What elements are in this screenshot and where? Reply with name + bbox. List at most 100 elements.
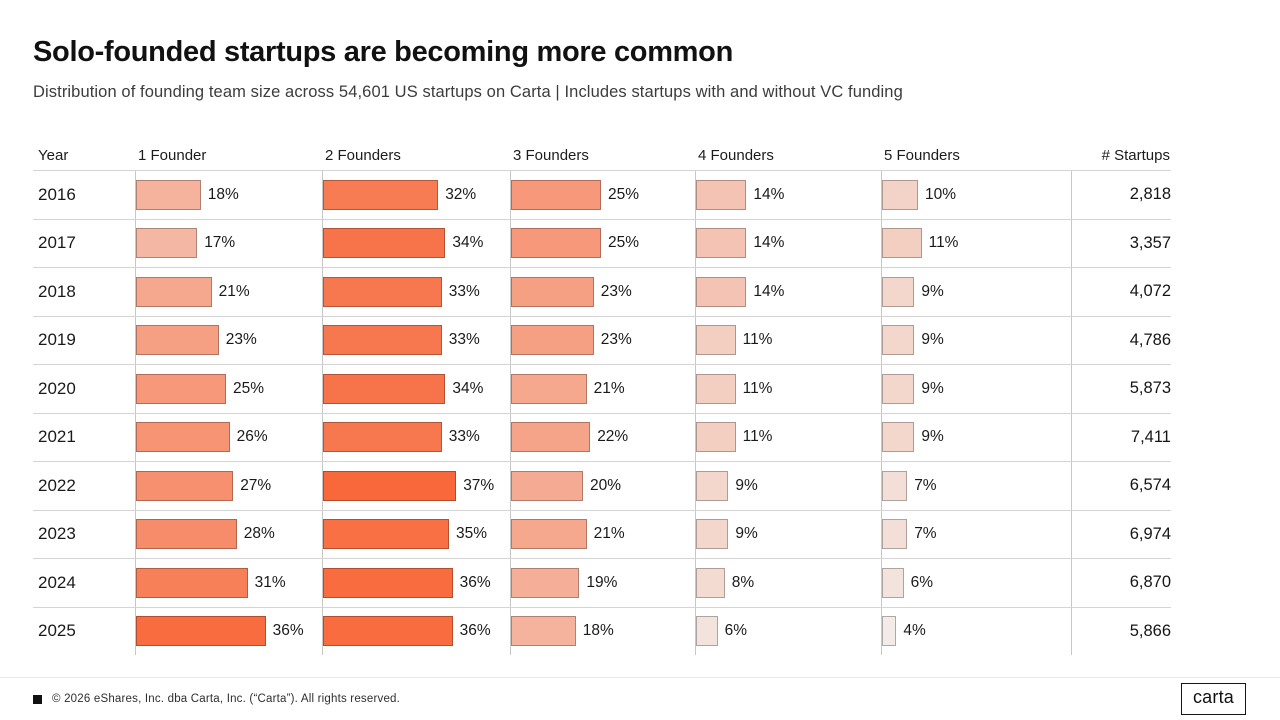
bar-value-label: 7% (914, 476, 937, 494)
percentage-bar (323, 228, 446, 259)
bar-value-label: 34% (452, 234, 484, 252)
bar-value-label: 36% (459, 573, 491, 591)
bar-value-label: 23% (225, 331, 257, 349)
bar-value-label: 23% (600, 331, 632, 349)
percentage-bar (511, 325, 594, 356)
startup-count: 3,357 (1071, 219, 1171, 267)
percentage-bar (136, 325, 219, 356)
percentage-bar (136, 616, 266, 647)
bar-cell-5-founders: 9% (881, 413, 1071, 461)
bar-value-label: 33% (448, 282, 480, 300)
bar-cell-3-founders: 20% (510, 462, 695, 510)
bar-value-label: 11% (928, 234, 959, 252)
percentage-bar (696, 422, 736, 453)
table-row-2025: 2025 36% 36% 18% 6% 4% 5,866 (33, 606, 1171, 655)
bar-cell-3-founders: 25% (510, 219, 695, 267)
table-row-2023: 2023 28% 35% 21% 9% 7% 6,974 (33, 509, 1171, 558)
bar-value-label: 11% (742, 379, 773, 397)
bar-value-label: 35% (456, 525, 488, 543)
bar-cell-5-founders: 11% (881, 219, 1071, 267)
bar-cell-2-founders: 35% (322, 510, 510, 558)
year-label: 2022 (38, 475, 76, 495)
bar-value-label: 9% (735, 525, 758, 543)
bar-cell-4-founders: 14% (695, 219, 881, 267)
bar-value-label: 34% (452, 379, 484, 397)
bar-value-label: 18% (207, 185, 239, 203)
bar-cell-1-founder: 25% (135, 365, 322, 413)
bar-cell-2-founders: 33% (322, 413, 510, 461)
column-header-3-founders: 3 Founders (513, 146, 589, 164)
percentage-bar (882, 373, 915, 404)
bar-value-label: 23% (600, 282, 632, 300)
bar-cell-5-founders: 7% (881, 462, 1071, 510)
year-label: 2017 (38, 233, 76, 253)
bar-value-label: 4% (903, 622, 926, 640)
bar-cell-3-founders: 19% (510, 559, 695, 607)
bar-cell-4-founders: 6% (695, 607, 881, 655)
year-label: 2025 (38, 621, 76, 641)
percentage-bar (323, 616, 453, 647)
bar-cell-3-founders: 23% (510, 268, 695, 316)
bar-cell-1-founder: 17% (135, 219, 322, 267)
startup-count: 7,411 (1071, 413, 1171, 461)
column-header-2-founders: 2 Founders (325, 146, 401, 164)
percentage-bar (323, 373, 446, 404)
percentage-bar (511, 422, 591, 453)
bar-cell-3-founders: 25% (510, 171, 695, 219)
bar-value-label: 36% (272, 622, 304, 640)
bar-value-label: 7% (914, 525, 937, 543)
percentage-bar (511, 616, 576, 647)
percentage-bar (136, 519, 237, 550)
percentage-bar (323, 519, 449, 550)
bar-value-label: 6% (724, 622, 747, 640)
percentage-bar (882, 179, 918, 210)
bar-value-label: 21% (593, 379, 625, 397)
percentage-bar (696, 519, 729, 550)
bar-cell-1-founder: 26% (135, 413, 322, 461)
bar-cell-5-founders: 10% (881, 171, 1071, 219)
percentage-bar (882, 276, 915, 307)
percentage-bar (136, 179, 201, 210)
bar-value-label: 14% (753, 282, 785, 300)
bar-value-label: 26% (236, 428, 268, 446)
percentage-bar (323, 276, 442, 307)
percentage-bar (696, 228, 747, 259)
startup-count: 5,866 (1071, 607, 1171, 655)
table-row-2019: 2019 23% 33% 23% 11% 9% 4,786 (33, 315, 1171, 364)
column-header-year: Year (38, 146, 69, 164)
bar-cell-1-founder: 27% (135, 462, 322, 510)
percentage-bar (882, 325, 915, 356)
year-label: 2021 (38, 427, 76, 447)
percentage-bar (136, 422, 230, 453)
bar-value-label: 9% (921, 428, 944, 446)
bar-value-label: 27% (240, 476, 272, 494)
table-header-row: Year 1 Founder 2 Founders 3 Founders 4 Found… (33, 140, 1171, 170)
bar-cell-4-founders: 8% (695, 559, 881, 607)
bar-cell-2-founders: 33% (322, 268, 510, 316)
bar-value-label: 14% (753, 234, 785, 252)
bar-value-label: 21% (218, 282, 250, 300)
column-header-4-founders: 4 Founders (698, 146, 774, 164)
bar-value-label: 32% (445, 185, 477, 203)
bar-cell-3-founders: 21% (510, 365, 695, 413)
table-row-2020: 2020 25% 34% 21% 11% 9% 5,873 (33, 364, 1171, 413)
bar-cell-5-founders: 6% (881, 559, 1071, 607)
bar-value-label: 28% (243, 525, 275, 543)
table-body: 2016 18% 32% 25% 14% 10% 2,818 2017 17% 34% 25% 14%… (33, 170, 1171, 655)
bar-cell-2-founders: 32% (322, 171, 510, 219)
bar-value-label: 19% (586, 573, 618, 591)
bar-value-label: 8% (731, 573, 755, 591)
year-label: 2023 (38, 524, 76, 544)
percentage-bar (136, 470, 234, 501)
percentage-bar (323, 179, 439, 210)
bar-cell-4-founders: 11% (695, 413, 881, 461)
percentage-bar (696, 616, 718, 647)
bar-cell-5-founders: 7% (881, 510, 1071, 558)
bar-cell-4-founders: 9% (695, 510, 881, 558)
year-label: 2016 (38, 184, 76, 204)
year-label: 2024 (38, 572, 76, 592)
percentage-bar (323, 470, 457, 501)
copyright-text: © 2026 eShares, Inc. dba Carta, Inc. (“C… (52, 693, 401, 705)
bar-value-label: 9% (735, 476, 758, 494)
